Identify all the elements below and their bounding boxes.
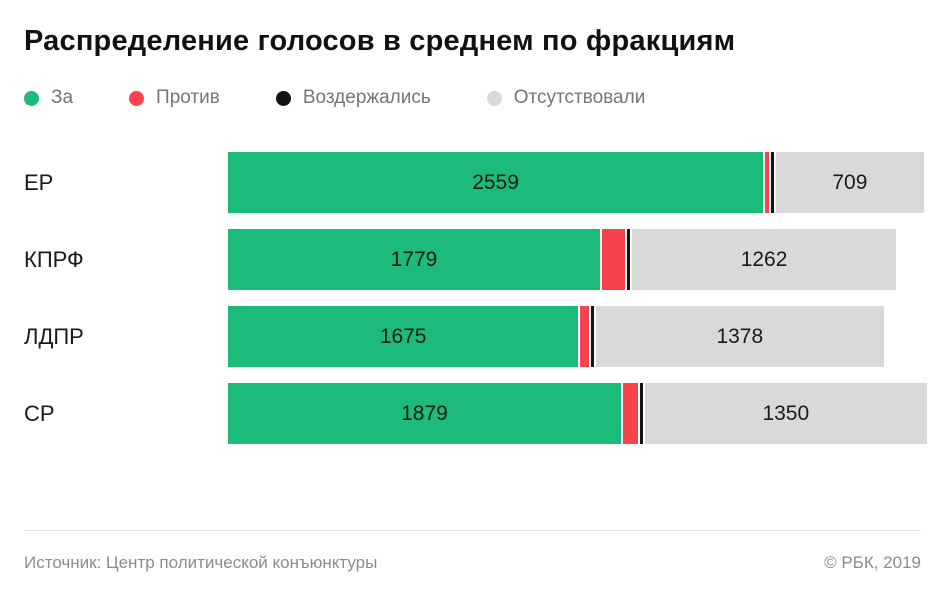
bar-segment-otsutstvovali: 709: [775, 152, 925, 213]
bar-segment-protiv: [602, 229, 625, 290]
legend-item-za: За: [24, 87, 73, 109]
legend-label: Отсутствовали: [513, 87, 646, 108]
category-label: СР: [24, 400, 55, 426]
value-label: 1675: [379, 324, 427, 348]
copyright-text: © РБК, 2019: [824, 552, 921, 572]
bar-segment-za: 1675: [228, 306, 579, 367]
legend-dot-icon: [275, 90, 291, 106]
legend-dot-icon: [129, 90, 145, 106]
value-label: 709: [832, 170, 868, 194]
bar-segment-za: 1779: [228, 229, 600, 290]
value-label: 2559: [472, 170, 519, 194]
bar-segment-za: 1879: [228, 383, 621, 444]
bar-segment-otsutstvovali: 1262: [632, 229, 897, 290]
legend-item-otsutstvovali: Отсутствовали: [486, 87, 646, 109]
bar-segment-otsutstvovali: 1350: [644, 383, 927, 444]
chart-row: СР 1879 1350: [24, 383, 927, 444]
legend-item-protiv: Против: [129, 87, 220, 109]
category-label: КПРФ: [24, 246, 84, 272]
value-label: 1779: [390, 247, 438, 271]
category-label: ЕР: [24, 169, 54, 195]
value-label: 1879: [401, 401, 448, 425]
chart-row: ЕР 2559 709: [24, 152, 925, 213]
bar-segment-protiv: [765, 152, 770, 213]
bar-segment-vozderzhalis: [771, 152, 774, 213]
bar-segment-otsutstvovali: 1378: [595, 306, 884, 367]
legend-item-vozderzhalis: Воздержались: [275, 87, 431, 109]
legend-label: Против: [156, 87, 220, 108]
bar-segment-protiv: [622, 383, 638, 444]
legend: За Против Воздержались Отсутствовали: [24, 86, 921, 110]
legend-dot-icon: [24, 90, 39, 106]
legend-dot-icon: [486, 90, 502, 106]
value-label: 1262: [740, 247, 788, 271]
bar-segment-vozderzhalis: [590, 306, 594, 367]
bar-segment-za: 2559: [228, 152, 764, 213]
value-label: 1350: [762, 401, 810, 425]
category-label: ЛДПР: [24, 323, 84, 349]
value-label: 1378: [716, 324, 764, 348]
bar-segment-protiv: [580, 306, 589, 367]
legend-label: За: [51, 87, 74, 108]
source-text: Источник: Центр политической конъюнктуры: [24, 552, 378, 572]
bar-track: 1879 1350: [228, 383, 927, 444]
bar-track: 1675 1378: [228, 306, 921, 367]
bar-segment-vozderzhalis: [627, 229, 631, 290]
chart-title: Распределение голосов в среднем по фракц…: [24, 25, 736, 57]
bar-track: 2559 709: [228, 152, 925, 213]
bar-chart: ЕР 2559 709 КПРФ 1779 1262 ЛДПР 1675 1378 СР 1879 1…: [24, 152, 927, 444]
bar-segment-vozderzhalis: [639, 383, 643, 444]
chart-row: ЛДПР 1675 1378: [24, 306, 921, 367]
footer: Источник: Центр политической конъюнктуры…: [24, 530, 921, 594]
legend-label: Воздержались: [302, 87, 431, 108]
chart-row: КПРФ 1779 1262: [24, 229, 921, 290]
bar-track: 1779 1262: [228, 229, 921, 290]
